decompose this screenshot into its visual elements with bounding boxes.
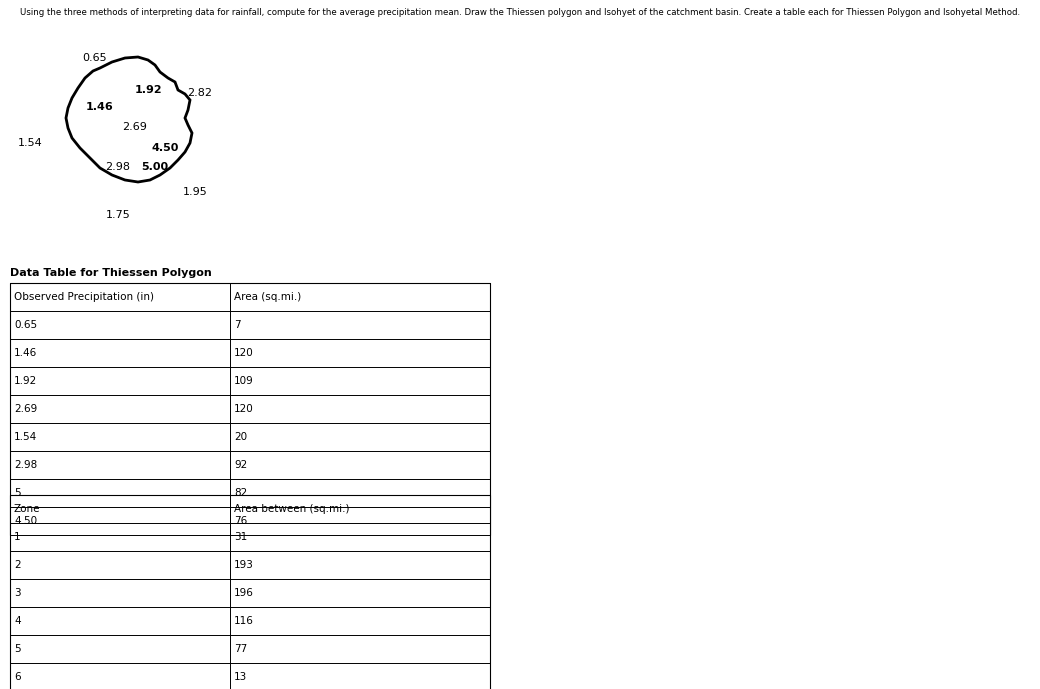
Text: 1.95: 1.95 xyxy=(183,187,207,197)
Text: 2.98: 2.98 xyxy=(14,460,37,470)
Text: 1.92: 1.92 xyxy=(14,376,37,386)
Text: Area (sq.mi.): Area (sq.mi.) xyxy=(234,292,302,302)
Bar xyxy=(10,495,490,689)
Text: 1.92: 1.92 xyxy=(134,85,162,95)
Text: 109: 109 xyxy=(234,376,254,386)
Text: 4.50: 4.50 xyxy=(14,516,37,526)
Text: 77: 77 xyxy=(234,644,248,654)
Text: 6: 6 xyxy=(14,672,21,682)
Text: 196: 196 xyxy=(234,588,254,598)
Text: 82: 82 xyxy=(234,488,248,498)
Text: 1.46: 1.46 xyxy=(14,348,37,358)
Text: 5.00: 5.00 xyxy=(141,162,168,172)
Text: Zone: Zone xyxy=(14,504,41,514)
Text: 2.69: 2.69 xyxy=(14,404,37,414)
Text: 31: 31 xyxy=(234,532,248,542)
Text: 4.50: 4.50 xyxy=(151,143,179,153)
Text: 1.54: 1.54 xyxy=(14,432,37,442)
Text: Data Table for Thiessen Polygon: Data Table for Thiessen Polygon xyxy=(10,268,212,278)
Text: 76: 76 xyxy=(234,516,248,526)
Text: 1: 1 xyxy=(14,532,21,542)
Text: 4: 4 xyxy=(14,616,21,626)
Text: 1.75: 1.75 xyxy=(106,210,130,220)
Text: 7: 7 xyxy=(234,320,240,330)
Text: 116: 116 xyxy=(234,616,254,626)
Text: 5: 5 xyxy=(14,644,21,654)
Text: 5: 5 xyxy=(14,488,21,498)
Text: 1.54: 1.54 xyxy=(18,138,43,148)
Text: 13: 13 xyxy=(234,672,248,682)
Text: Observed Precipitation (in): Observed Precipitation (in) xyxy=(14,292,154,302)
Text: 1.46: 1.46 xyxy=(86,102,113,112)
Text: 193: 193 xyxy=(234,560,254,570)
Text: 0.65: 0.65 xyxy=(83,53,107,63)
Text: 20: 20 xyxy=(234,432,248,442)
Text: Area between (sq.mi.): Area between (sq.mi.) xyxy=(234,504,349,514)
Text: 2.98: 2.98 xyxy=(105,162,130,172)
Text: 3: 3 xyxy=(14,588,21,598)
Bar xyxy=(10,283,490,535)
Text: 2: 2 xyxy=(14,560,21,570)
Text: 2.82: 2.82 xyxy=(187,88,212,98)
Text: Data for Isohyetal Method: Data for Isohyetal Method xyxy=(10,480,174,490)
Text: Using the three methods of interpreting data for rainfall, compute for the avera: Using the three methods of interpreting … xyxy=(20,8,1020,17)
Text: 120: 120 xyxy=(234,404,254,414)
Text: 92: 92 xyxy=(234,460,248,470)
Text: 2.69: 2.69 xyxy=(123,122,148,132)
Text: 0.65: 0.65 xyxy=(14,320,37,330)
Polygon shape xyxy=(66,57,192,182)
Text: 120: 120 xyxy=(234,348,254,358)
